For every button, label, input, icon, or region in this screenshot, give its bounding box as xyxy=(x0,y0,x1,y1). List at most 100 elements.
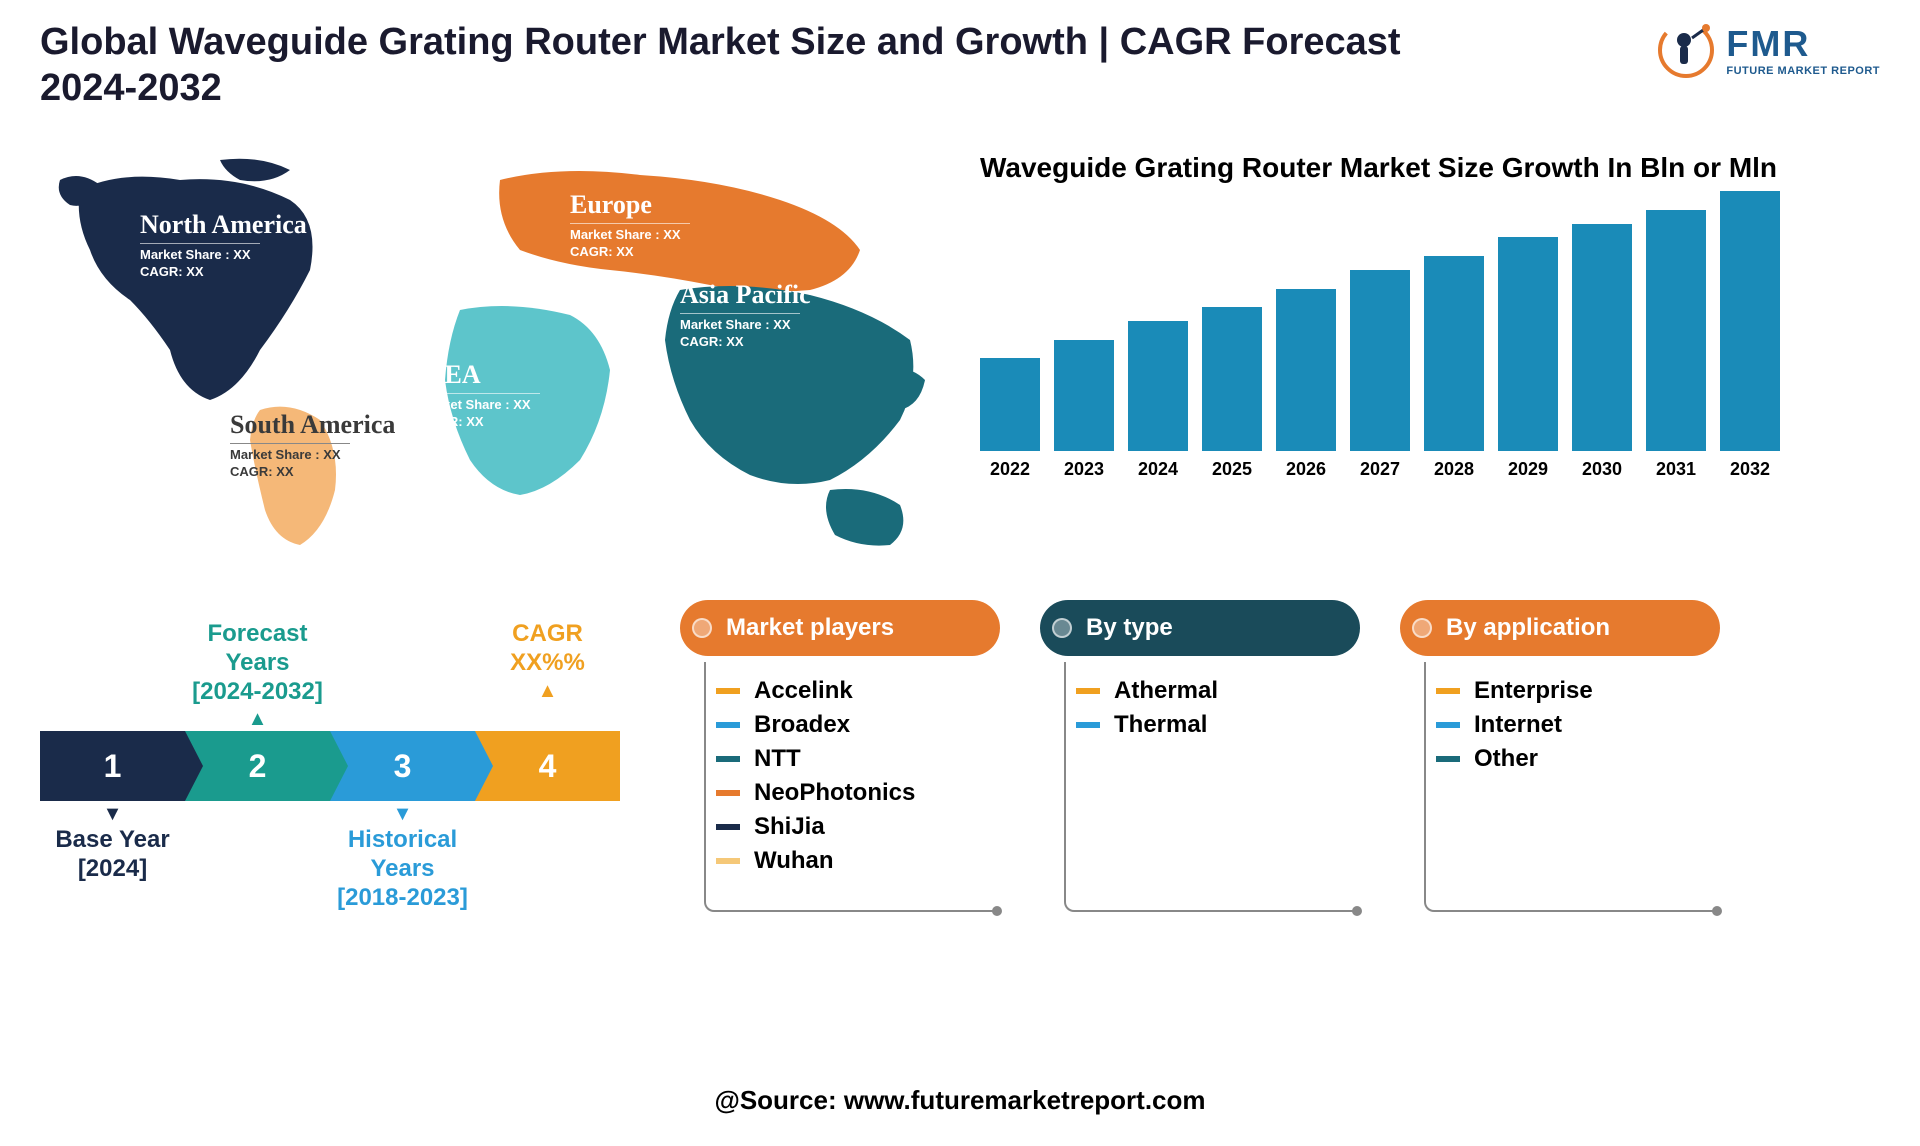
bar-2022: 2022 xyxy=(980,358,1040,480)
bar-rect xyxy=(1572,224,1632,452)
bar-rect xyxy=(1202,307,1262,451)
dash-icon xyxy=(1076,722,1100,728)
region-name: Europe xyxy=(570,190,690,220)
region-mea: MEA Market Share : XX CAGR: XX xyxy=(420,360,540,431)
bar-2025: 2025 xyxy=(1202,307,1262,480)
bar-year-label: 2022 xyxy=(990,459,1030,480)
list-item: NTT xyxy=(716,745,1000,773)
bar-rect xyxy=(1646,210,1706,451)
list-item: NeoPhotonics xyxy=(716,779,1000,807)
list-item: Wuhan xyxy=(716,847,1000,875)
region-north-america: North America Market Share : XX CAGR: XX xyxy=(140,210,307,281)
fmr-logo-icon xyxy=(1656,20,1716,80)
list-item-label: Wuhan xyxy=(754,847,834,875)
bar-2031: 2031 xyxy=(1646,210,1706,480)
region-asia-pacific: Asia Pacific Market Share : XX CAGR: XX xyxy=(680,280,811,351)
region-south-america: South America Market Share : XX CAGR: XX xyxy=(230,410,395,481)
bar-rect xyxy=(1498,237,1558,451)
bar-year-label: 2027 xyxy=(1360,459,1400,480)
list-item-label: Thermal xyxy=(1114,711,1207,739)
bar-year-label: 2028 xyxy=(1434,459,1474,480)
list-item-label: Other xyxy=(1474,745,1538,773)
bar-2026: 2026 xyxy=(1276,289,1336,481)
bar-rect xyxy=(1350,270,1410,451)
region-share: Market Share : XX xyxy=(570,227,690,244)
logo-text-sub: FUTURE MARKET REPORT xyxy=(1726,65,1880,77)
list-item-label: NTT xyxy=(754,745,801,773)
region-cagr: CAGR: XX xyxy=(420,414,540,431)
list-item: Enterprise xyxy=(1436,677,1720,705)
bar-rect xyxy=(1128,321,1188,451)
bar-2024: XX% 2024 xyxy=(1128,321,1188,480)
dash-icon xyxy=(716,790,740,796)
region-cagr: CAGR: XX xyxy=(230,464,395,481)
list-item-label: Accelink xyxy=(754,677,853,705)
timeline-segment-4: 4 xyxy=(475,731,620,801)
section-title: Market players xyxy=(726,614,894,642)
section-title: By type xyxy=(1086,614,1173,642)
dash-icon xyxy=(1436,722,1460,728)
region-name: MEA xyxy=(420,360,540,390)
page-title: Global Waveguide Grating Router Market S… xyxy=(40,20,1440,111)
tl-label-2: Historical Years[2018-2023] xyxy=(330,826,475,912)
list-item: Athermal xyxy=(1076,677,1360,705)
bar-chart: Waveguide Grating Router Market Size Gro… xyxy=(980,150,1880,550)
section-pill: By type xyxy=(1040,600,1360,656)
bracket-icon: Accelink Broadex NTT NeoPhotonics ShiJia… xyxy=(704,662,1000,912)
source-attribution: @Source: www.futuremarketreport.com xyxy=(0,1085,1920,1116)
dash-icon xyxy=(716,858,740,864)
bar-2029: 2029 xyxy=(1498,237,1558,480)
list-item: Accelink xyxy=(716,677,1000,705)
logo-text-main: FMR xyxy=(1726,23,1880,65)
list-item-label: NeoPhotonics xyxy=(754,779,915,807)
dash-icon xyxy=(1436,756,1460,762)
region-share: Market Share : XX xyxy=(230,447,395,464)
world-map: North America Market Share : XX CAGR: XX… xyxy=(40,150,940,550)
list-item-label: Internet xyxy=(1474,711,1562,739)
tl-label-0: Base Year[2024] xyxy=(40,826,185,884)
dash-icon xyxy=(716,756,740,762)
region-name: South America xyxy=(230,410,395,440)
timeline-segment-2: 2 xyxy=(185,731,330,801)
chart-title: Waveguide Grating Router Market Size Gro… xyxy=(980,150,1880,185)
dash-icon xyxy=(1436,688,1460,694)
timeline-segment-3: 3 xyxy=(330,731,475,801)
bar-rect xyxy=(1054,340,1114,451)
pill-dot-icon xyxy=(1052,618,1072,638)
region-share: Market Share : XX xyxy=(680,317,811,334)
bar-rect xyxy=(1424,256,1484,451)
bar-2027: 2027 xyxy=(1350,270,1410,480)
triangle-down-icon: ▼ xyxy=(40,803,185,826)
section-market-players: Market players Accelink Broadex NTT NeoP… xyxy=(680,600,1000,912)
list-item: Thermal xyxy=(1076,711,1360,739)
bar-rect xyxy=(980,358,1040,451)
region-cagr: CAGR: XX xyxy=(570,244,690,261)
list-item: Broadex xyxy=(716,711,1000,739)
dash-icon xyxy=(716,688,740,694)
dash-icon xyxy=(716,824,740,830)
tl-label-1: Forecast Years[2024-2032] xyxy=(185,620,330,706)
bar-year-label: 2031 xyxy=(1656,459,1696,480)
list-item: Other xyxy=(1436,745,1720,773)
region-name: Asia Pacific xyxy=(680,280,811,310)
bar-year-label: 2029 xyxy=(1508,459,1548,480)
dash-icon xyxy=(1076,688,1100,694)
pill-dot-icon xyxy=(1412,618,1432,638)
region-share: Market Share : XX xyxy=(140,247,307,264)
bar-year-label: 2032 xyxy=(1730,459,1770,480)
bar-2032: XX% 2032 xyxy=(1720,191,1780,480)
list-item-label: Athermal xyxy=(1114,677,1218,705)
triangle-down-icon: ▲ xyxy=(475,680,620,703)
bracket-icon: Enterprise Internet Other xyxy=(1424,662,1720,912)
list-item: ShiJia xyxy=(716,813,1000,841)
section-by-type: By type Athermal Thermal xyxy=(1040,600,1360,912)
region-share: Market Share : XX xyxy=(420,397,540,414)
triangle-down-icon: ▼ xyxy=(330,803,475,826)
region-name: North America xyxy=(140,210,307,240)
section-by-application: By application Enterprise Internet Other xyxy=(1400,600,1720,912)
bar-year-label: 2024 xyxy=(1138,459,1178,480)
bar-2028: 2028 xyxy=(1424,256,1484,480)
triangle-down-icon: ▲ xyxy=(185,708,330,731)
dash-icon xyxy=(716,722,740,728)
bar-year-label: 2025 xyxy=(1212,459,1252,480)
